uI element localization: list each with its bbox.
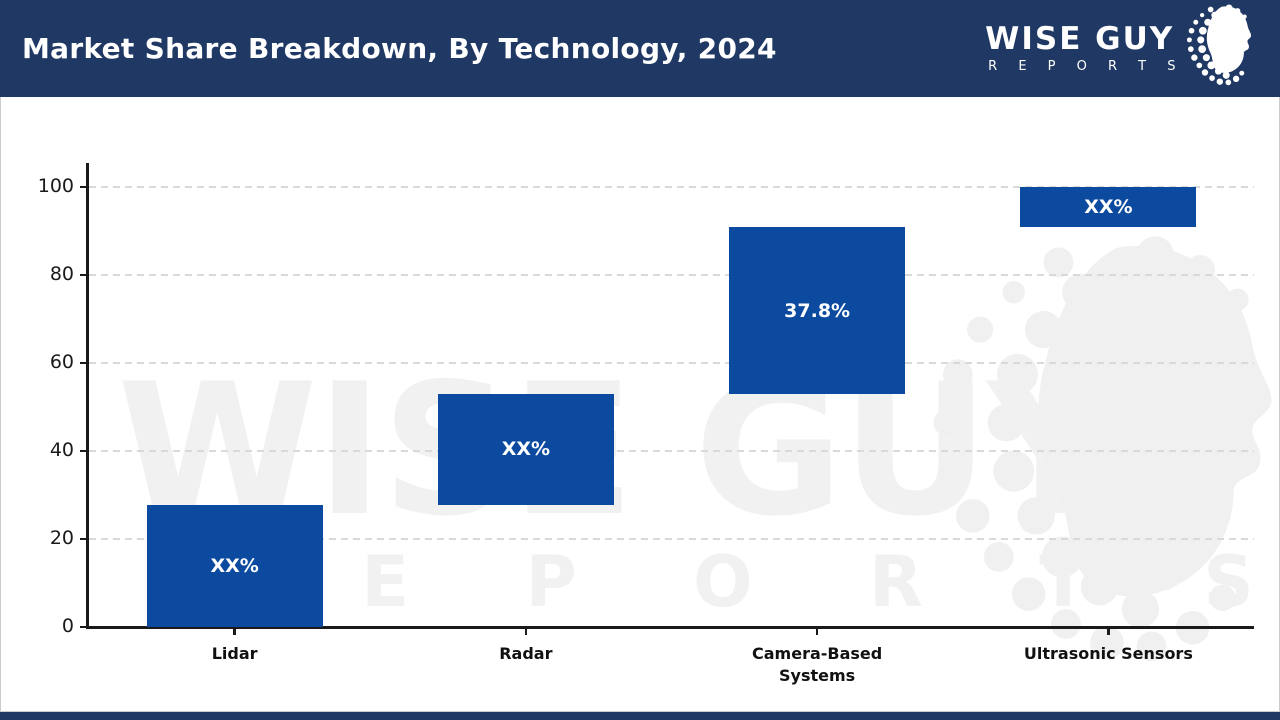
brand-logo: WISE GUY R E P O R T S [985, 5, 1256, 93]
gridline-y-100 [89, 186, 1254, 188]
y-tick-label: 60 [49, 351, 74, 373]
bar-camera-based-systems: 37.8% [729, 227, 906, 394]
plot: 0 20 40 60 80 100 XX% Lidar XX% Radar 37.8% Camera-… [1, 97, 1279, 711]
x-tick-mark [1107, 628, 1110, 635]
x-axis-line [86, 626, 1254, 629]
gridline-y-20 [89, 538, 1254, 540]
logo-head-icon [1178, 1, 1256, 93]
y-tick-label: 20 [49, 527, 74, 549]
bar-radar: XX% [437, 393, 614, 506]
chart-area: WISE GUY R E P O R T S 0 20 40 60 80 100 XX% Li… [0, 97, 1280, 712]
y-tick-label: 40 [49, 439, 74, 461]
x-tick-mark [524, 628, 528, 635]
bar-ultrasonic-sensors: XX% [1020, 187, 1197, 228]
page-title: Market Share Breakdown, By Technology, 2… [22, 32, 777, 65]
y-tick-label: 100 [37, 175, 74, 197]
bar-value-label: XX% [1084, 196, 1133, 219]
logo-wordmark: WISE GUY [985, 20, 1175, 57]
y-tick-mark-20 [80, 538, 88, 540]
y-tick-mark-40 [80, 450, 88, 452]
y-tick-mark-60 [80, 362, 88, 364]
bar-lidar: XX% [146, 505, 323, 627]
bar-value-label: 37.8% [784, 299, 851, 322]
y-tick-mark-0 [80, 626, 88, 628]
x-category-label: Radar [499, 644, 553, 663]
gridline-y-60 [89, 362, 1254, 364]
header-bar: Market Share Breakdown, By Technology, 2… [0, 0, 1280, 97]
x-category-label: Camera-Based Systems [752, 644, 883, 685]
bar-value-label: XX% [501, 438, 551, 461]
gridline-y-40 [89, 450, 1254, 452]
logo-wordmark-block: WISE GUY R E P O R T S [985, 20, 1184, 74]
y-tick-mark-100 [80, 186, 88, 188]
y-tick-label: 0 [61, 615, 74, 637]
y-axis-line [86, 163, 89, 627]
y-tick-mark-80 [80, 274, 88, 276]
bar-value-label: XX% [210, 555, 259, 578]
x-category-label: Lidar [211, 644, 258, 663]
y-tick-label: 80 [49, 263, 74, 285]
x-tick-mark [815, 628, 819, 635]
x-category-label: Ultrasonic Sensors [1023, 644, 1193, 663]
x-tick-mark [233, 628, 236, 635]
logo-subtext: R E P O R T S [988, 58, 1184, 74]
footer-bar [0, 712, 1280, 720]
gridline-y-80 [89, 274, 1254, 276]
